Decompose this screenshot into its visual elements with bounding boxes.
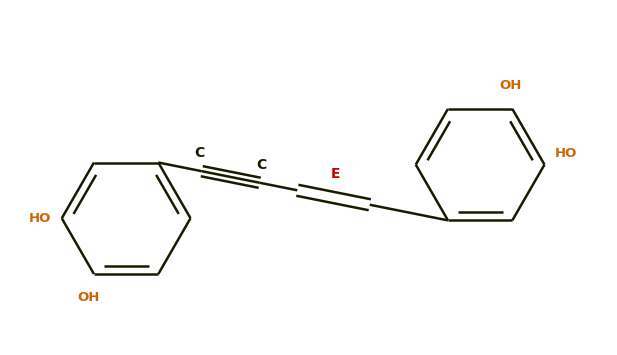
Text: C: C <box>194 147 205 160</box>
Text: C: C <box>257 158 267 172</box>
Text: HO: HO <box>555 147 578 160</box>
Text: OH: OH <box>499 79 521 92</box>
Text: HO: HO <box>28 212 51 225</box>
Text: OH: OH <box>77 291 100 304</box>
Text: E: E <box>331 168 341 181</box>
